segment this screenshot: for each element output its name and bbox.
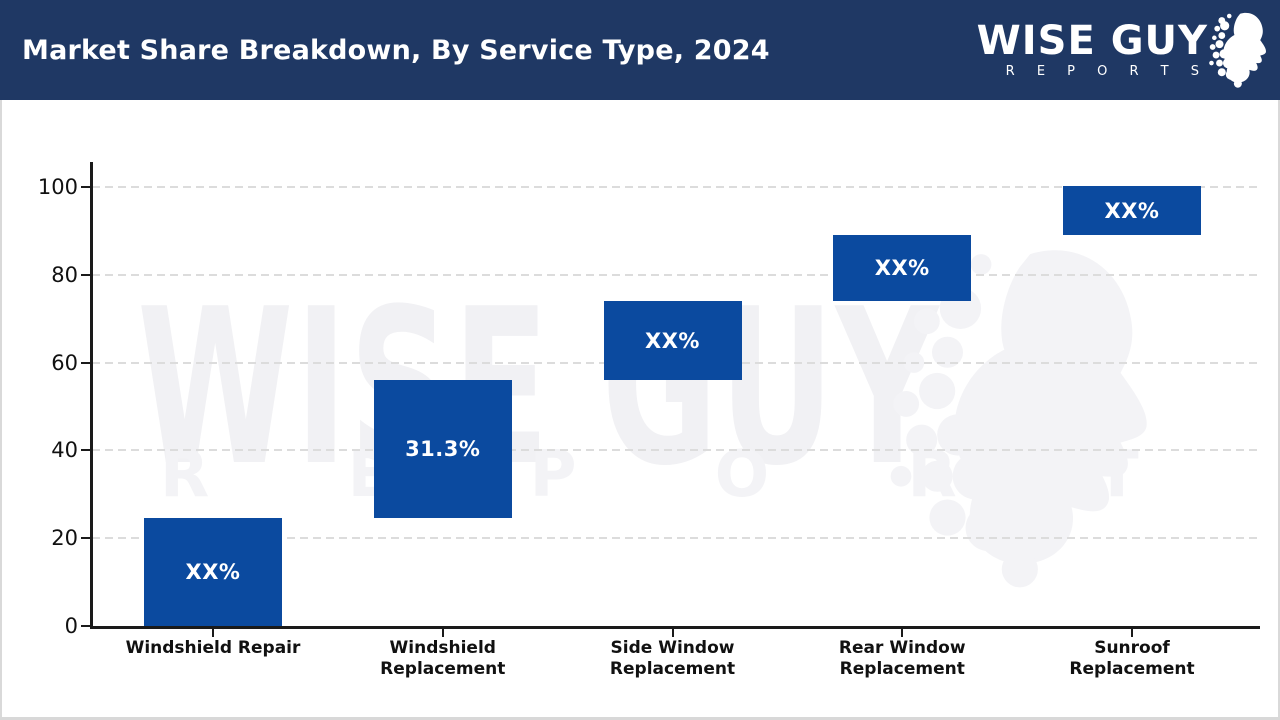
- x-tick-mark-2: [671, 629, 674, 637]
- logo-text: WISE GUY R E P O R T S: [977, 20, 1208, 79]
- bar-windshield-repair: XX%: [144, 517, 282, 626]
- y-tick-label-0: 0: [64, 614, 78, 638]
- y-tick-label-20: 20: [51, 526, 78, 551]
- gridline-y100: [92, 186, 1260, 188]
- logo-wordmark: WISE GUY: [976, 18, 1208, 64]
- bar-value-label: XX%: [1104, 198, 1160, 223]
- background-watermark-text: WISE GUY: [137, 262, 940, 513]
- chart-title: Market Share Breakdown, By Service Type,…: [22, 34, 770, 66]
- bar-windshield-replacement: 31.3%: [373, 380, 512, 518]
- y-tick-mark-20: [81, 537, 90, 540]
- bar-rear-window-replacement: XX%: [833, 235, 972, 302]
- y-tick-mark-60: [81, 361, 90, 364]
- x-tick-mark-4: [1131, 629, 1133, 637]
- bar-value-label: XX%: [185, 559, 241, 584]
- y-tick-mark-40: [81, 449, 90, 452]
- logo-head-icon: [1209, 12, 1267, 88]
- x-tick-mark-0: [212, 629, 214, 637]
- x-tick-mark-1: [441, 629, 444, 637]
- x-axis-line: [90, 626, 1260, 629]
- gridline-y20: [92, 537, 1260, 540]
- y-tick-label-80: 80: [51, 262, 78, 287]
- x-category-label: Windshield Repair: [125, 638, 301, 658]
- x-category-label: Sunroof Replacement: [1069, 638, 1195, 679]
- bar-value-label: 31.3%: [405, 436, 481, 461]
- bar-side-window-replacement: XX%: [603, 301, 742, 381]
- wise-guy-reports-logo: WISE GUY R E P O R T S: [977, 6, 1270, 94]
- y-tick-label-40: 40: [51, 438, 78, 463]
- bar-value-label: XX%: [874, 256, 930, 281]
- gridline-y80: [92, 273, 1260, 276]
- x-category-label: Side Window Replacement: [609, 638, 736, 679]
- logo-subtitle: R E P O R T S: [1005, 64, 1208, 79]
- x-category-label: Rear Window Replacement: [838, 638, 966, 679]
- bottom-border-rule: [0, 717, 1280, 720]
- y-tick-mark-0: [81, 625, 90, 627]
- bar-value-label: XX%: [645, 328, 700, 353]
- y-tick-mark-100: [81, 186, 90, 188]
- x-category-label: Windshield Replacement: [380, 638, 506, 679]
- y-tick-mark-80: [81, 273, 90, 276]
- x-tick-mark-3: [901, 629, 904, 637]
- gridline-y40: [92, 449, 1260, 452]
- y-tick-label-60: 60: [51, 350, 78, 375]
- y-tick-label-100: 100: [37, 175, 78, 199]
- y-axis-line: [90, 162, 93, 629]
- header-bar: Market Share Breakdown, By Service Type,…: [0, 0, 1280, 100]
- bar-sunroof-replacement: XX%: [1063, 186, 1201, 236]
